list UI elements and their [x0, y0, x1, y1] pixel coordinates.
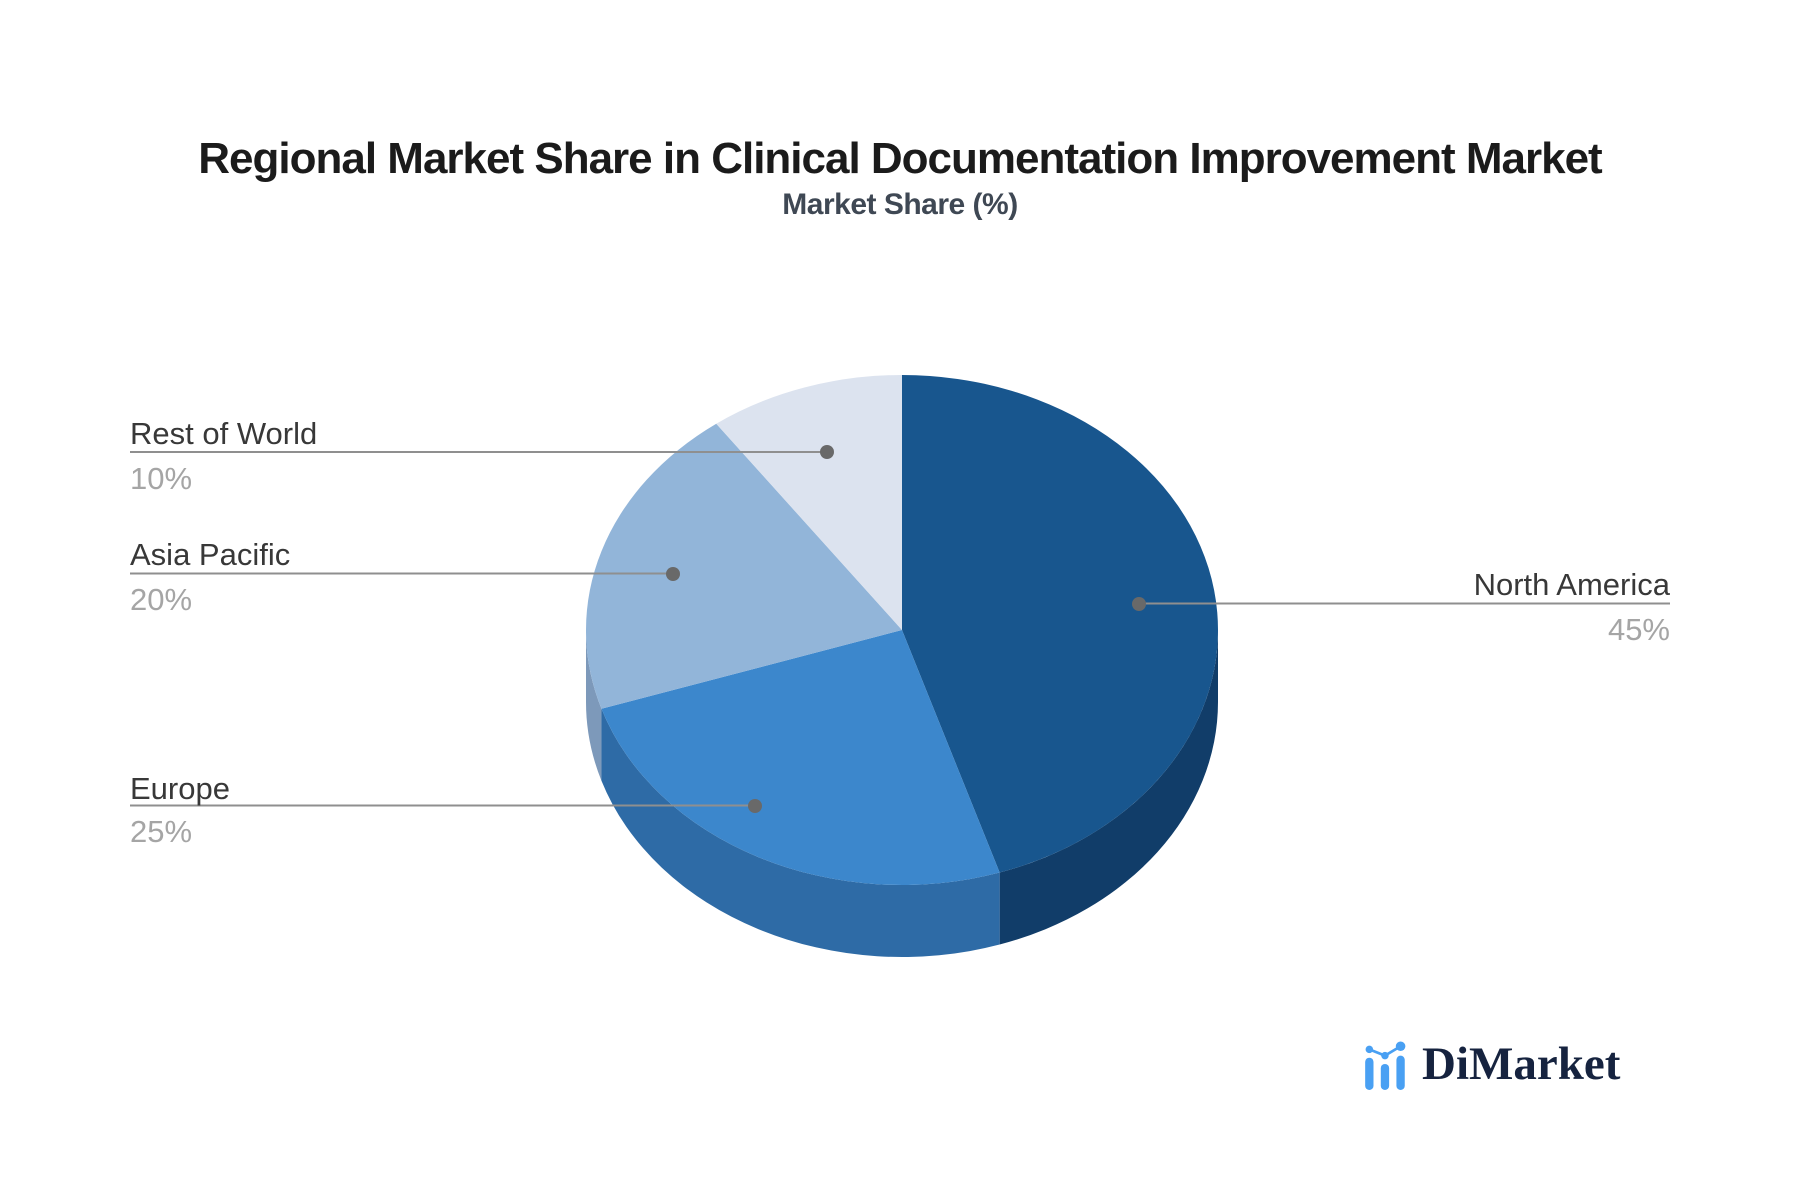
value-rest-of-world: 10% — [130, 461, 193, 496]
pie-slice-north-america[interactable] — [902, 375, 1218, 873]
pie-slice-side-north-america — [999, 630, 1218, 945]
value-asia-pacific: 20% — [130, 582, 193, 617]
label-asia-pacific: Asia Pacific — [130, 537, 291, 572]
pie-slice-rest-of-world[interactable] — [716, 375, 902, 630]
chart-subtitle: Market Share (%) — [782, 188, 1018, 221]
brand-logo: DiMarket — [1364, 1038, 1621, 1090]
pie-slice-side-asia-pacific — [586, 630, 602, 781]
chart-title: Regional Market Share in Clinical Docume… — [198, 134, 1602, 183]
label-north-america: North America — [1473, 567, 1670, 602]
leader-dot-asia-pacific — [666, 567, 680, 581]
brand-chart-icon — [1365, 1041, 1406, 1090]
label-rest-of-world: Rest of World — [130, 416, 318, 451]
value-north-america: 45% — [1607, 612, 1670, 647]
value-europe: 25% — [130, 814, 193, 849]
label-europe: Europe — [130, 771, 230, 806]
leader-dot-north-america — [1132, 597, 1146, 611]
pie-slice-side-europe — [601, 708, 1000, 957]
brand-name: DiMarket — [1422, 1038, 1621, 1090]
leader-dot-europe — [748, 799, 762, 813]
leader-dot-rest-of-world — [820, 445, 834, 459]
pie-slice-asia-pacific[interactable] — [585, 423, 902, 709]
pie-slice-europe[interactable] — [601, 630, 1000, 885]
